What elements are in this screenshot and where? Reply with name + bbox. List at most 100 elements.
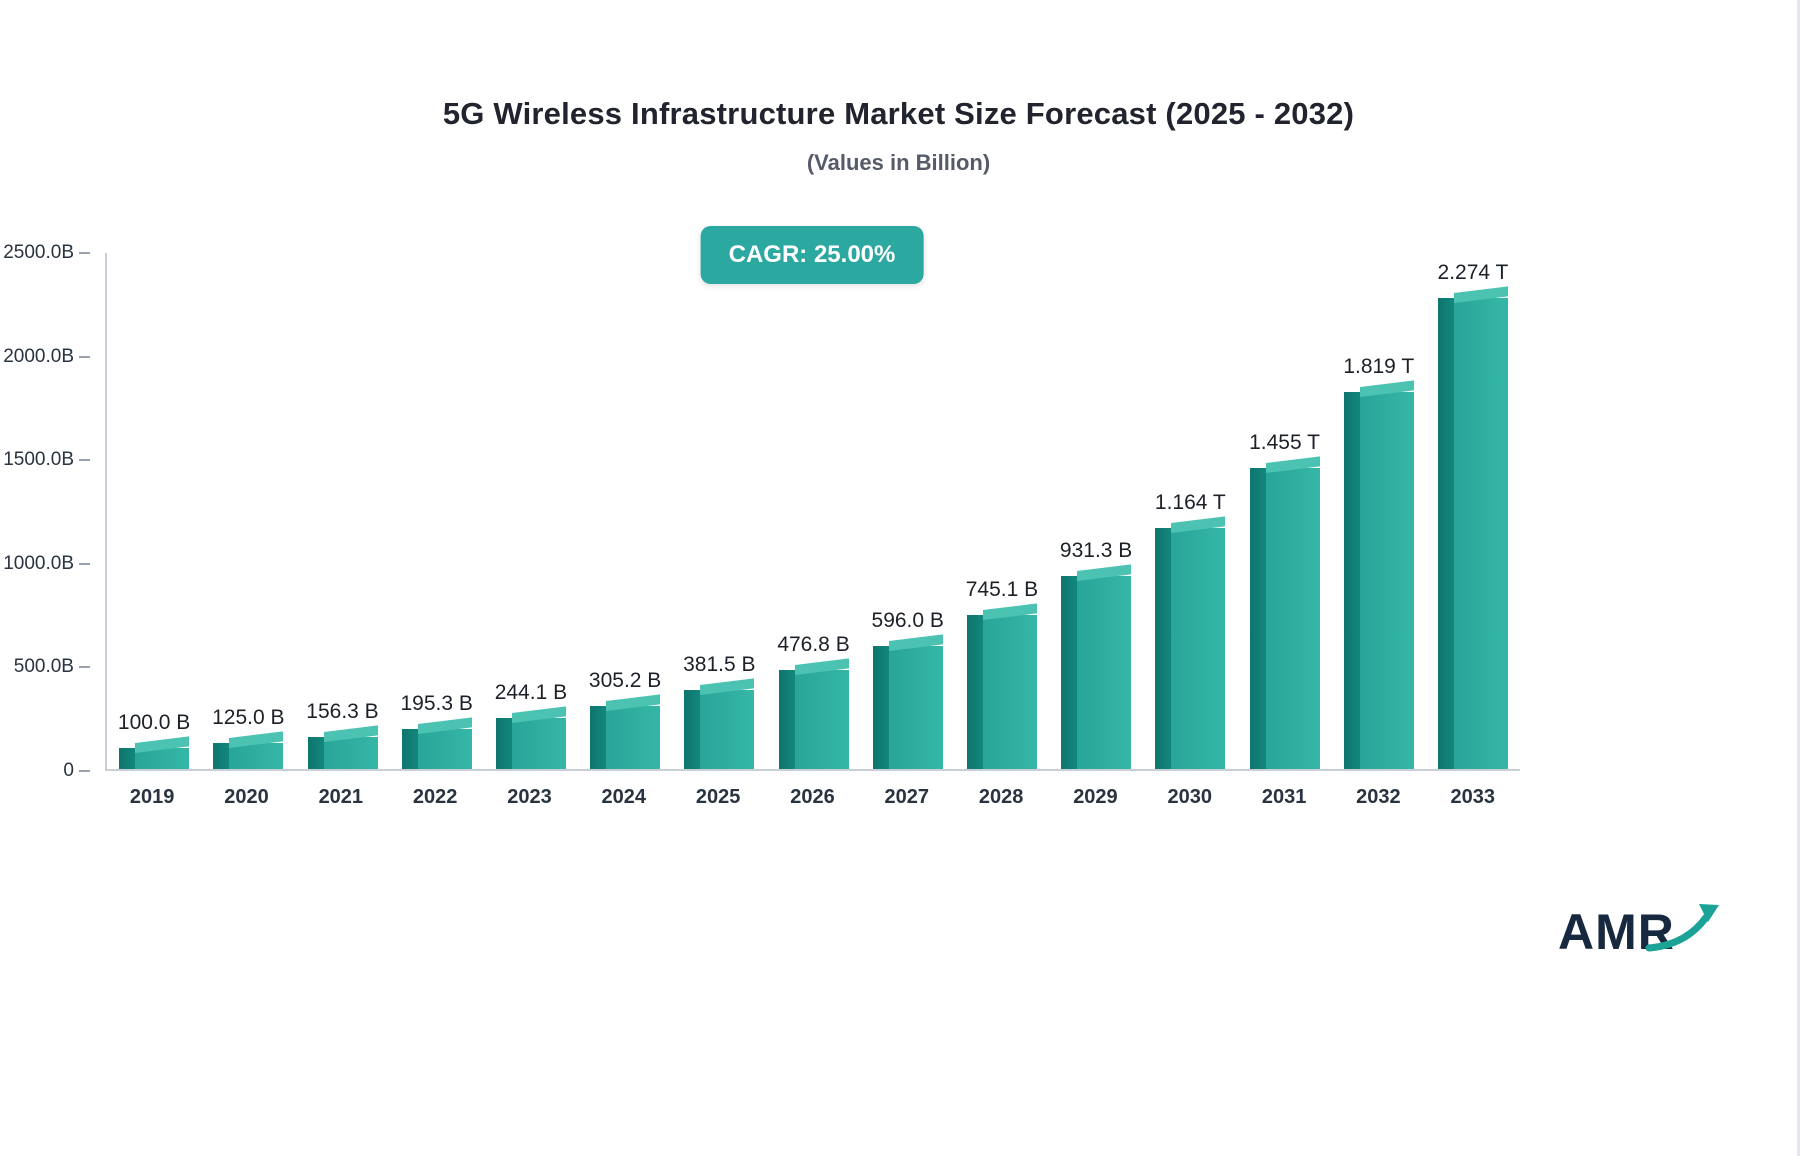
bar-front-face (794, 670, 849, 769)
bar-group: 244.1 B (484, 253, 578, 769)
bar (1249, 455, 1320, 769)
x-axis-label: 2032 (1356, 786, 1401, 808)
x-axis-label: 2024 (601, 786, 647, 808)
y-axis: 2500.0B 2000.0B 1500.0B 1000.0B 500.0B 0 (0, 242, 90, 781)
bar-side-face (1155, 527, 1172, 769)
bar (119, 736, 190, 769)
bar-group: 476.8 B (766, 253, 860, 769)
bar (778, 658, 849, 769)
bar-side-face (684, 689, 701, 769)
bar-side-face (966, 614, 983, 769)
bar-group: 100.0 B (107, 253, 201, 769)
x-axis-label: 2020 (224, 786, 269, 808)
bar-front-face (1077, 576, 1132, 769)
bar-group: 156.3 B (295, 253, 389, 769)
bar-value-label: 596.0 B (871, 608, 944, 632)
bar-value-label: 2.274 T (1437, 260, 1509, 284)
bar-front-face (606, 705, 661, 769)
bar (495, 706, 566, 769)
bar (590, 694, 661, 769)
bar-value-label: 244.1 B (494, 681, 568, 705)
bar-side-face (1437, 297, 1454, 769)
bar-value-label: 931.3 B (1059, 539, 1133, 563)
bar-value-label: 476.8 B (777, 633, 850, 657)
bar-value-label: 1.819 T (1343, 355, 1415, 379)
bar-front-face (511, 718, 566, 769)
plot-area: 100.0 B 125.0 B 156.3 B 195.3 B 244.1 B 305.2… (105, 253, 1520, 771)
bar (307, 724, 378, 769)
bar-group: 1.455 T (1237, 253, 1331, 769)
bar-group: 125.0 B (201, 253, 295, 769)
bar-group: 1.819 T (1332, 253, 1426, 769)
y-tick-label: 1000.0B (3, 552, 74, 574)
bar-value-label: 381.5 B (683, 652, 756, 676)
y-tick-mark (79, 666, 90, 669)
x-axis-label: 2027 (884, 786, 930, 808)
x-axis-label: 2019 (129, 786, 175, 808)
x-axis-label: 2031 (1261, 786, 1307, 808)
bar-front-face (323, 736, 378, 769)
y-tick-label: 2000.0B (3, 345, 74, 367)
y-tick-mark (79, 459, 90, 462)
x-axis: 2019 2020 2021 2022 2023 2024 2025 2026 2027 2028… (105, 786, 1520, 809)
bar-side-face (1249, 467, 1266, 769)
bar (401, 716, 472, 769)
x-axis-label: 2028 (978, 786, 1024, 808)
bar-front-face (888, 645, 943, 769)
x-axis-label: 2025 (695, 786, 741, 808)
bar-value-label: 305.2 B (588, 668, 662, 692)
y-tick-label: 0 (63, 760, 74, 781)
x-axis-label: 2023 (507, 786, 552, 808)
bar-value-label: 195.3 B (400, 691, 473, 715)
x-axis-label: 2022 (412, 786, 458, 808)
growth-arrow-icon (1645, 902, 1723, 959)
y-tick-label: 500.0B (13, 656, 74, 678)
bar-value-label: 1.164 T (1154, 490, 1226, 514)
y-tick-mark (79, 770, 90, 772)
bar-value-label: 1.455 T (1249, 430, 1320, 454)
y-tick-mark (79, 562, 90, 565)
bar-value-label: 156.3 B (306, 699, 379, 723)
bar (1343, 380, 1414, 769)
bar-side-face (213, 743, 230, 769)
bar-front-face (1453, 297, 1508, 769)
bar-side-face (495, 718, 512, 769)
cagr-badge: CAGR: 25.00% (700, 226, 924, 284)
bar-side-face (401, 728, 418, 769)
x-axis-label: 2029 (1073, 786, 1118, 808)
bar-front-face (229, 743, 284, 769)
x-axis-label: 2026 (790, 786, 835, 808)
bar-group: 1.164 T (1143, 253, 1237, 769)
amr-logo: AMR (1558, 902, 1723, 957)
bar-side-face (1343, 392, 1360, 769)
y-tick-label: 1500.0B (3, 449, 74, 471)
bar-group: 2.274 T (1426, 253, 1520, 769)
bar (213, 731, 284, 769)
bar-front-face (982, 614, 1037, 769)
bar-side-face (778, 670, 795, 769)
bar-group: 931.3 B (1049, 253, 1143, 769)
bars-row: 100.0 B 125.0 B 156.3 B 195.3 B 244.1 B 305.2… (107, 253, 1520, 769)
bar-side-face (1061, 576, 1078, 769)
bar-side-face (590, 705, 607, 769)
bar-front-face (417, 728, 472, 769)
bar-front-face (1171, 527, 1226, 769)
bar-value-label: 125.0 B (212, 706, 285, 730)
bar-front-face (700, 689, 755, 769)
bar (1437, 286, 1508, 769)
bar (966, 602, 1037, 769)
y-tick-label: 2500.0B (3, 242, 74, 263)
bar (872, 633, 943, 769)
y-tick-mark (79, 355, 90, 358)
bar (1155, 516, 1226, 769)
bar-value-label: 100.0 B (117, 711, 191, 735)
chart-title: 5G Wireless Infrastructure Market Size F… (442, 96, 1355, 131)
bar-group: 195.3 B (390, 253, 484, 769)
bar-group: 745.1 B (955, 253, 1049, 769)
y-tick-mark (79, 252, 90, 254)
bar-group: 305.2 B (578, 253, 672, 769)
bar-front-face (135, 748, 190, 769)
x-axis-label: 2021 (318, 786, 364, 808)
bar-side-face (872, 645, 889, 769)
